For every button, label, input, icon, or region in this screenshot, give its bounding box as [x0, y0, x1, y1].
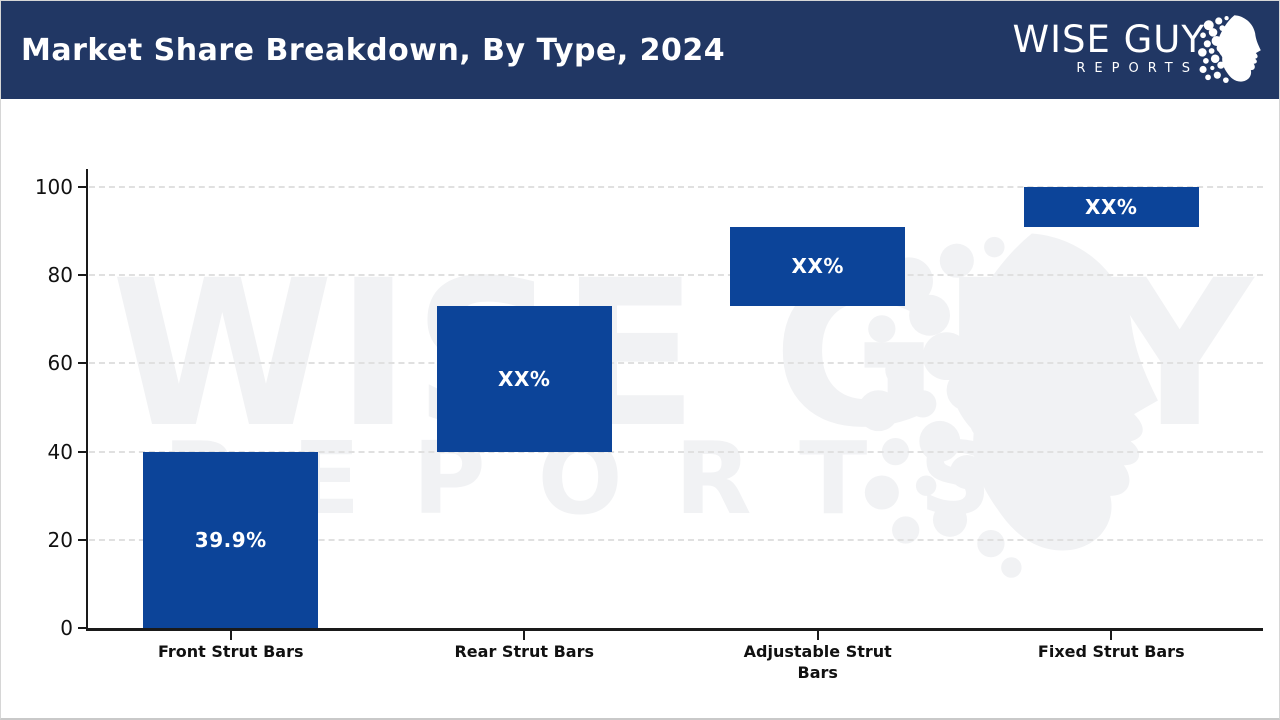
- y-axis-line: [86, 169, 88, 630]
- gridline: [89, 362, 1263, 365]
- x-tick: [1110, 631, 1113, 640]
- y-tick-label: 0: [60, 616, 73, 640]
- x-tick: [229, 631, 232, 640]
- y-tick-label: 100: [34, 175, 73, 199]
- brand-face-icon: [1198, 15, 1261, 84]
- x-tick: [816, 631, 819, 640]
- y-tick: [78, 186, 87, 188]
- y-tick: [78, 450, 87, 453]
- x-category-label: Front Strut Bars: [158, 642, 304, 661]
- gridline: [89, 274, 1263, 277]
- bar-value-label: XX%: [1085, 194, 1138, 219]
- y-tick: [78, 538, 87, 541]
- gridline: [89, 538, 1263, 541]
- bar-segment: 39.9%: [143, 452, 319, 628]
- y-tick-label: 40: [47, 439, 73, 464]
- gridline: [89, 450, 1263, 453]
- brand-wordmark: WISE GUY: [1012, 18, 1205, 61]
- x-category-label: Rear Strut Bars: [454, 642, 594, 661]
- bar-segment: XX%: [436, 306, 612, 453]
- bar-segment: XX%: [730, 226, 906, 307]
- y-tick-label: 60: [47, 351, 73, 376]
- x-tick: [523, 631, 526, 640]
- bar-value-label: XX%: [498, 367, 551, 392]
- y-tick: [78, 627, 87, 629]
- chart-title: Market Share Breakdown, By Type, 2024: [21, 32, 726, 68]
- y-tick: [78, 274, 87, 277]
- bar-value-label: 39.9%: [194, 528, 267, 552]
- gridline: [89, 186, 1263, 188]
- x-category-label: Fixed Strut Bars: [1037, 642, 1185, 661]
- y-tick-label: 20: [47, 527, 73, 552]
- brand-sub-wordmark: REPORTS: [1076, 61, 1199, 76]
- y-tick-label: 80: [47, 263, 73, 288]
- bar-value-label: XX%: [791, 254, 844, 279]
- y-tick: [78, 362, 87, 365]
- header-bar: Market Share Breakdown, By Type, 2024 WI…: [1, 1, 1279, 99]
- bar-segment: XX%: [1023, 187, 1199, 227]
- x-category-label: Adjustable Strut Bars: [743, 642, 892, 682]
- brand-logo: WISE GUY REPORTS: [1013, 9, 1273, 93]
- watermark-face-icon: [857, 233, 1158, 578]
- x-axis-line: [86, 628, 1263, 631]
